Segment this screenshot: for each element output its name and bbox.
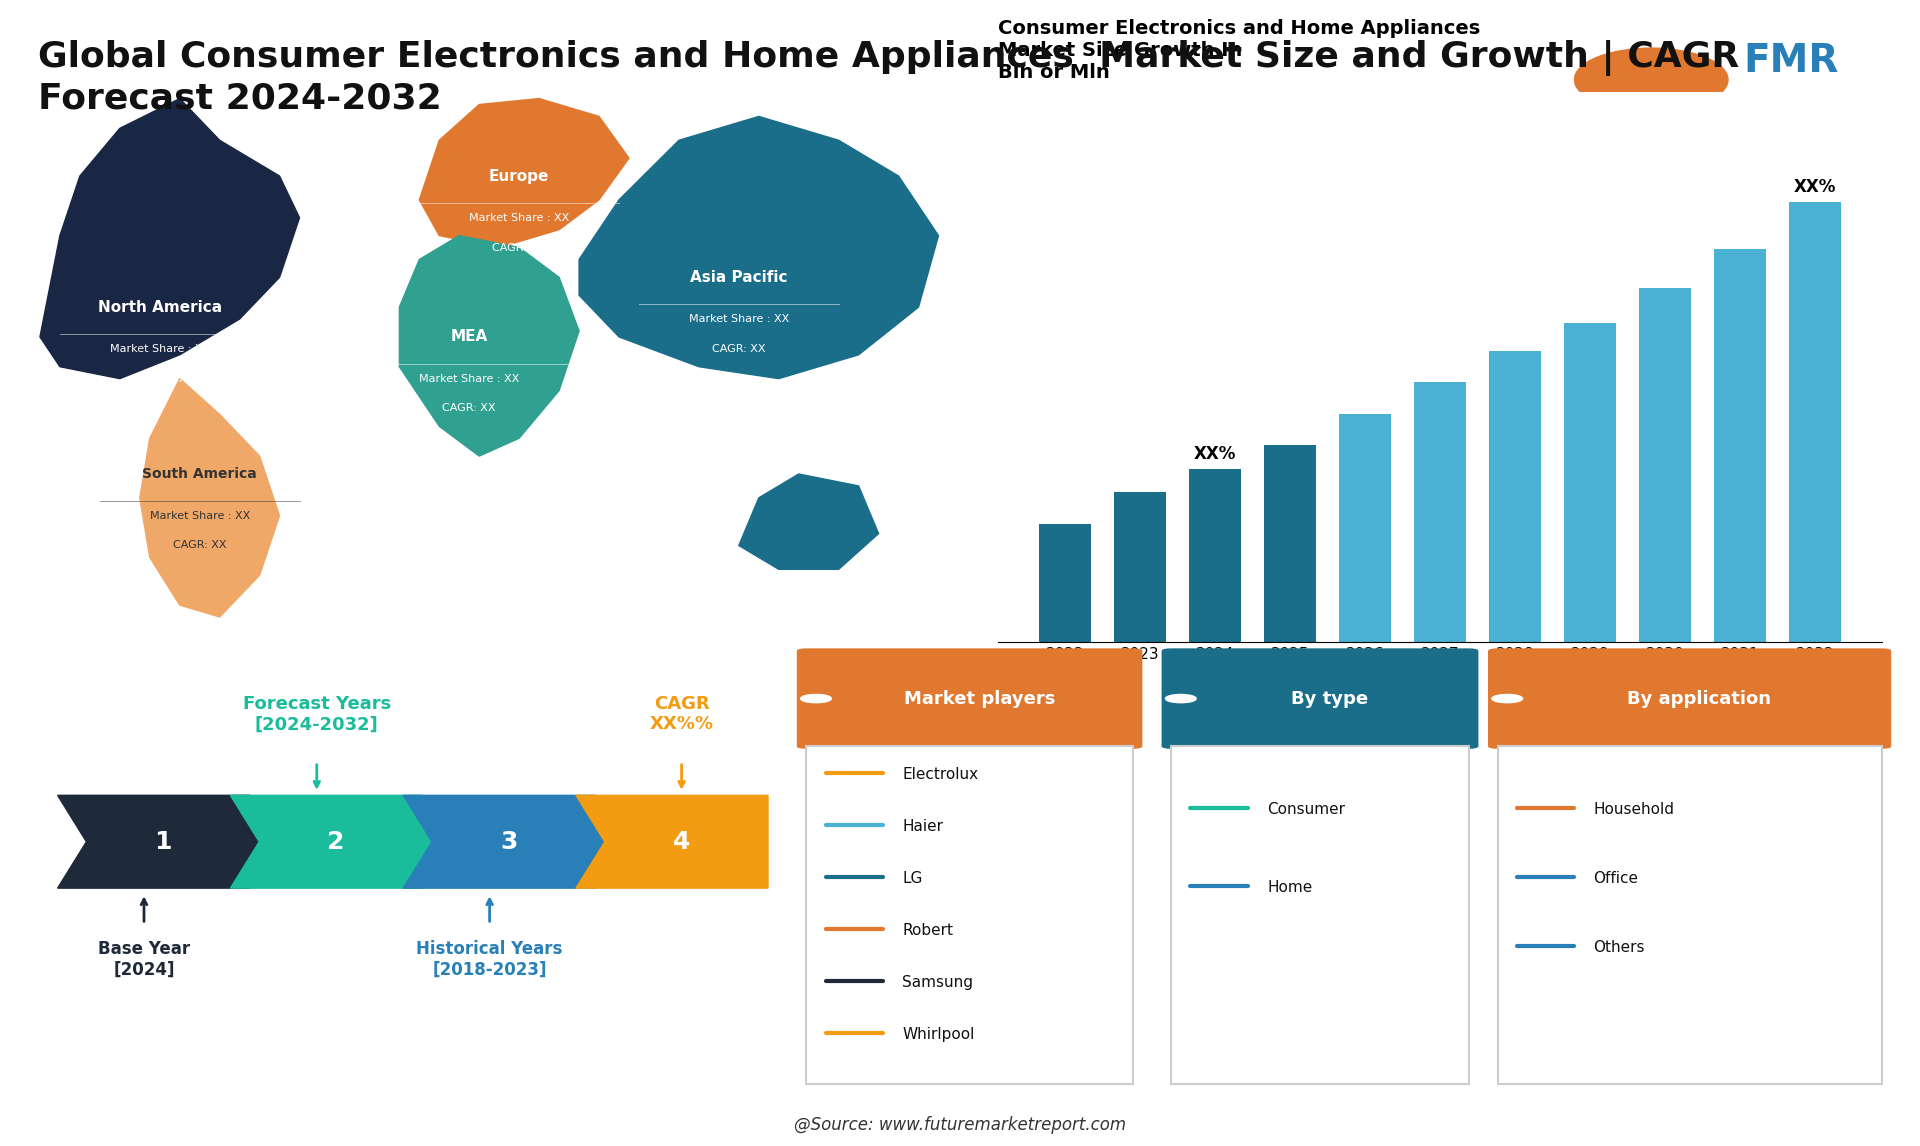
Polygon shape (419, 99, 630, 248)
Text: Historical Years
[2018-2023]: Historical Years [2018-2023] (417, 940, 563, 979)
Polygon shape (580, 117, 939, 378)
Text: MEA: MEA (451, 329, 488, 345)
FancyBboxPatch shape (1162, 649, 1478, 748)
FancyBboxPatch shape (1488, 649, 1891, 748)
Text: By application: By application (1628, 690, 1770, 707)
FancyBboxPatch shape (1171, 746, 1469, 1084)
Bar (1789, 202, 1841, 642)
Text: XX%: XX% (1194, 445, 1236, 463)
Text: South America: South America (142, 466, 257, 481)
Polygon shape (40, 99, 300, 378)
Text: Robert: Robert (902, 924, 954, 939)
Text: 4: 4 (672, 830, 691, 854)
Bar (1413, 383, 1467, 642)
Circle shape (1574, 48, 1728, 111)
Text: 1: 1 (154, 830, 173, 854)
Text: Market Share : XX: Market Share : XX (689, 314, 789, 324)
FancyBboxPatch shape (1498, 746, 1882, 1084)
Polygon shape (739, 474, 879, 570)
Text: Base Year
[2024]: Base Year [2024] (98, 940, 190, 979)
Text: Forecast Years
[2024-2032]: Forecast Years [2024-2032] (242, 694, 392, 733)
Text: Haier: Haier (902, 819, 943, 834)
Circle shape (801, 694, 831, 702)
Bar (1114, 493, 1165, 642)
Text: Asia Pacific: Asia Pacific (689, 269, 787, 285)
Text: Home: Home (1267, 880, 1313, 895)
Text: Household: Household (1594, 802, 1674, 817)
Text: FMR: FMR (1743, 41, 1839, 80)
Text: Market Share : XX: Market Share : XX (150, 511, 250, 520)
Text: Market Share : XX: Market Share : XX (419, 374, 520, 384)
Text: Market Share : XX: Market Share : XX (109, 344, 209, 354)
Text: By type: By type (1290, 690, 1369, 707)
FancyBboxPatch shape (797, 649, 1142, 748)
Polygon shape (399, 236, 580, 456)
Text: Samsung: Samsung (902, 975, 973, 990)
Circle shape (1492, 694, 1523, 702)
Bar (1563, 323, 1617, 642)
Bar (1263, 446, 1317, 642)
Text: LG: LG (902, 871, 924, 886)
Text: CAGR: XX: CAGR: XX (442, 403, 495, 414)
Bar (1488, 351, 1542, 642)
Polygon shape (58, 795, 278, 888)
Text: Europe: Europe (490, 168, 549, 183)
Bar (1188, 469, 1240, 642)
Text: @Source: www.futuremarketreport.com: @Source: www.futuremarketreport.com (795, 1116, 1125, 1135)
Text: CAGR: XX: CAGR: XX (132, 374, 186, 384)
Text: Electrolux: Electrolux (902, 767, 979, 783)
Polygon shape (403, 795, 624, 888)
Text: Consumer Electronics and Home Appliances
Market Size Growth In
Bln or Mln: Consumer Electronics and Home Appliances… (998, 18, 1480, 81)
Text: 3: 3 (499, 830, 518, 854)
Text: CAGR
XX%%: CAGR XX%% (649, 694, 714, 733)
Bar (1715, 249, 1766, 642)
Polygon shape (140, 378, 280, 617)
Polygon shape (230, 795, 451, 888)
Text: Consumer: Consumer (1267, 802, 1346, 817)
Text: Others: Others (1594, 941, 1645, 956)
Bar (1640, 288, 1692, 642)
Text: Global Consumer Electronics and Home Appliances  Market Size and Growth | CAGR F: Global Consumer Electronics and Home App… (38, 40, 1740, 116)
Text: Market Share : XX: Market Share : XX (468, 213, 570, 222)
Polygon shape (576, 795, 768, 888)
Text: Market players: Market players (904, 690, 1054, 707)
Circle shape (1165, 694, 1196, 702)
Bar (1039, 524, 1091, 642)
FancyBboxPatch shape (806, 746, 1133, 1084)
Text: XX%: XX% (1793, 178, 1836, 196)
Text: Office: Office (1594, 871, 1638, 886)
Text: CAGR: XX: CAGR: XX (173, 541, 227, 550)
Text: North America: North America (98, 299, 223, 315)
Text: CAGR: XX: CAGR: XX (492, 243, 545, 252)
Text: FUTURE MARKET REPORT: FUTURE MARKET REPORT (1743, 100, 1868, 110)
Text: 2: 2 (326, 830, 346, 854)
Text: CAGR: XX: CAGR: XX (712, 344, 766, 354)
Bar (1338, 414, 1392, 642)
Text: Whirlpool: Whirlpool (902, 1027, 975, 1042)
